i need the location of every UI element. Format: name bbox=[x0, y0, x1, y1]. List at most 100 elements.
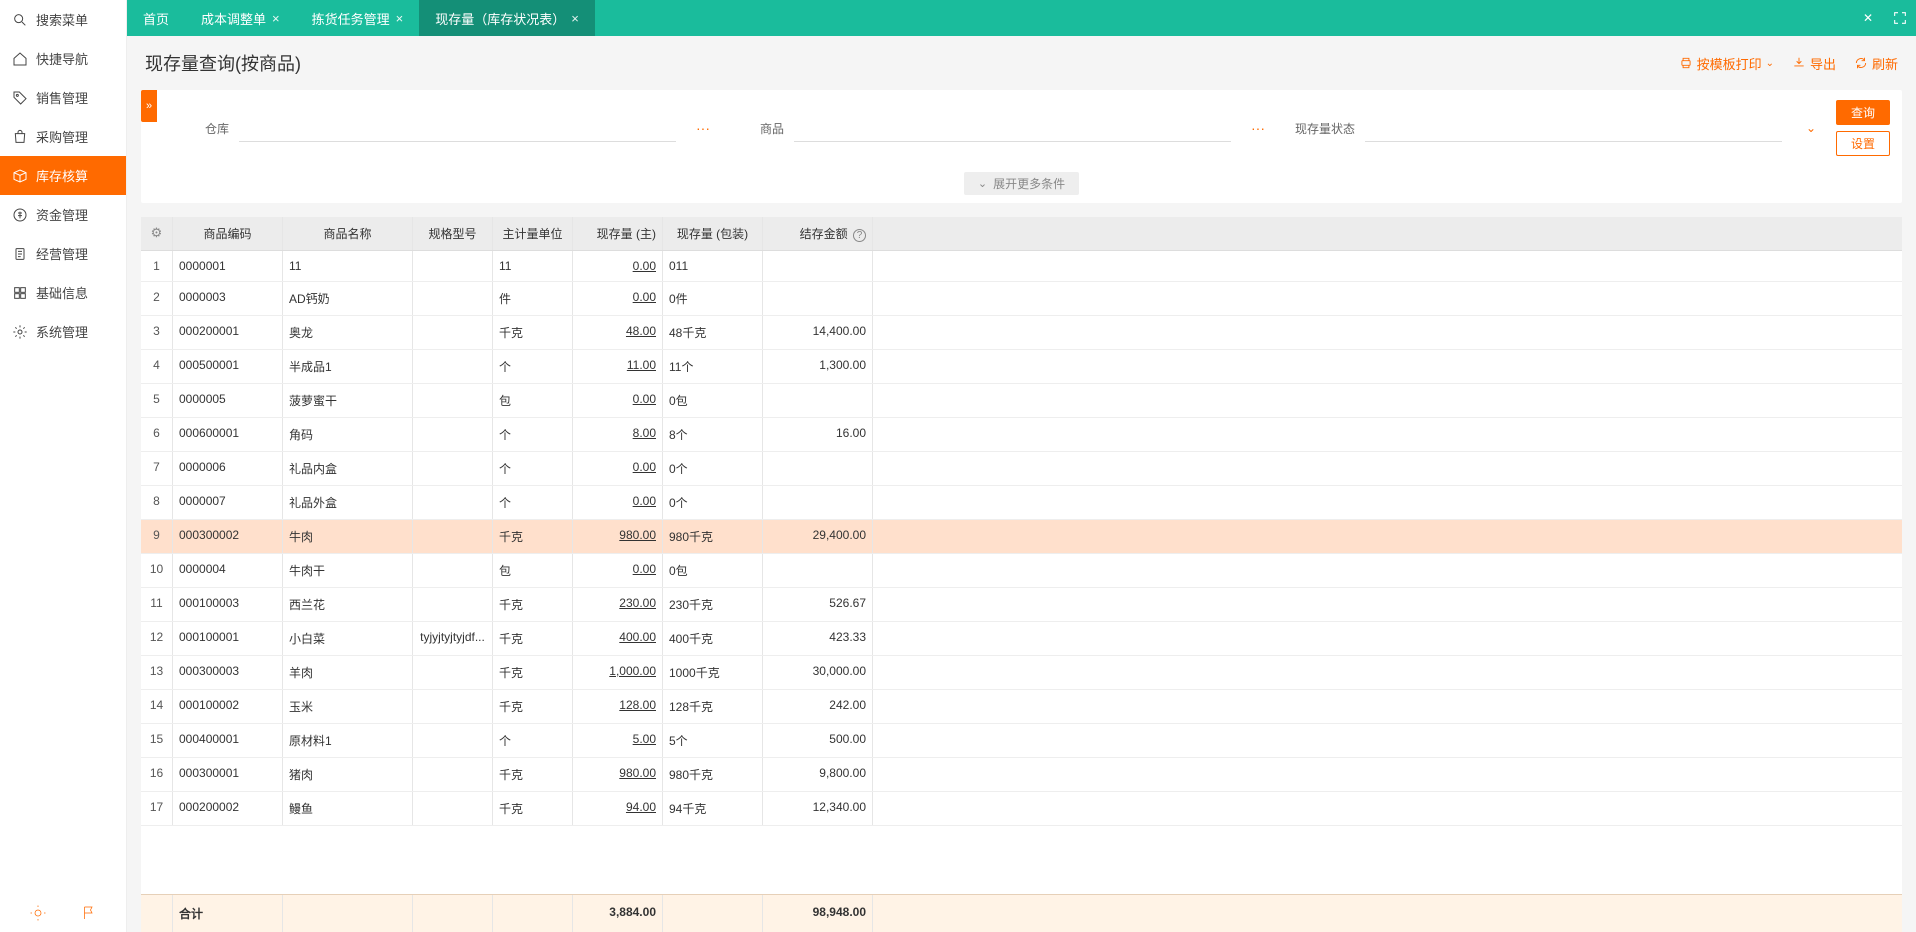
table-footer: 合计 3,884.00 98,948.00 bbox=[141, 894, 1902, 932]
action-print-template[interactable]: 按模板打印 ⌄ bbox=[1679, 54, 1774, 73]
col-pack[interactable]: 现存量 (包装) bbox=[663, 217, 763, 250]
sidebar-item-money[interactable]: 资金管理 bbox=[0, 195, 126, 234]
cell-name: 西兰花 bbox=[283, 588, 413, 621]
cell-name: 羊肉 bbox=[283, 656, 413, 689]
cell-qty[interactable]: 0.00 bbox=[573, 452, 663, 485]
cell-qty[interactable]: 0.00 bbox=[573, 554, 663, 587]
tab-close-icon[interactable]: × bbox=[396, 11, 404, 26]
col-unit[interactable]: 主计量单位 bbox=[493, 217, 573, 250]
col-qty[interactable]: 现存量 (主) bbox=[573, 217, 663, 250]
cell-code: 000100003 bbox=[173, 588, 283, 621]
table-row[interactable]: 100000004牛肉干包0.000包 bbox=[141, 554, 1902, 588]
help-icon[interactable]: ? bbox=[853, 229, 866, 242]
table-row[interactable]: 14000100002玉米千克128.00128千克242.00 bbox=[141, 690, 1902, 724]
cell-qty[interactable]: 8.00 bbox=[573, 418, 663, 451]
page-header: 现存量查询(按商品) 按模板打印 ⌄ 导出 刷新 bbox=[127, 36, 1916, 90]
cell-qty[interactable]: 128.00 bbox=[573, 690, 663, 723]
filter-warehouse-input[interactable] bbox=[239, 114, 676, 142]
table-row[interactable]: 15000400001原材料1个5.005个500.00 bbox=[141, 724, 1902, 758]
tabs-close-all[interactable]: ✕ bbox=[1852, 0, 1884, 36]
query-button[interactable]: 查询 bbox=[1836, 100, 1890, 125]
table-row[interactable]: 20000003AD钙奶件0.000件 bbox=[141, 282, 1902, 316]
cell-unit: 千克 bbox=[493, 622, 573, 655]
tab[interactable]: 首页 bbox=[127, 0, 185, 36]
sidebar-item-grid[interactable]: 基础信息 bbox=[0, 273, 126, 312]
box-icon bbox=[12, 168, 28, 184]
sidebar-item-clip[interactable]: 经营管理 bbox=[0, 234, 126, 273]
cell-spec bbox=[413, 350, 493, 383]
action-export[interactable]: 导出 bbox=[1792, 54, 1836, 73]
cell-qty[interactable]: 11.00 bbox=[573, 350, 663, 383]
action-refresh[interactable]: 刷新 bbox=[1854, 54, 1898, 73]
filter-status-dropdown[interactable]: ⌄ bbox=[1792, 121, 1830, 135]
filter-product-input[interactable] bbox=[794, 114, 1231, 142]
sidebar-item-tag[interactable]: 销售管理 bbox=[0, 78, 126, 117]
table-row[interactable]: 6000600001角码个8.008个16.00 bbox=[141, 418, 1902, 452]
expand-conditions[interactable]: ⌄ 展开更多条件 bbox=[964, 172, 1079, 195]
cell-qty[interactable]: 0.00 bbox=[573, 384, 663, 417]
cell-pack: 5个 bbox=[663, 724, 763, 757]
table-row[interactable]: 12000100001小白菜tyjyjtyjtyjdf...千克400.0040… bbox=[141, 622, 1902, 656]
filter-status-input[interactable] bbox=[1365, 114, 1782, 142]
table-row[interactable]: 80000007礼品外盒个0.000个 bbox=[141, 486, 1902, 520]
cell-spec bbox=[413, 758, 493, 791]
col-amount[interactable]: 结存金额 ? bbox=[763, 217, 873, 250]
tab[interactable]: 成本调整单× bbox=[185, 0, 296, 36]
cell-qty[interactable]: 0.00 bbox=[573, 282, 663, 315]
cell-qty[interactable]: 230.00 bbox=[573, 588, 663, 621]
filter-collapse-handle[interactable]: » bbox=[141, 90, 157, 122]
cell-code: 0000003 bbox=[173, 282, 283, 315]
cell-qty[interactable]: 1,000.00 bbox=[573, 656, 663, 689]
table-row[interactable]: 1000000111110.00011 bbox=[141, 251, 1902, 282]
tag-icon bbox=[12, 90, 28, 106]
filter-product-picker[interactable]: ··· bbox=[1241, 120, 1275, 136]
col-spec[interactable]: 规格型号 bbox=[413, 217, 493, 250]
tab-close-icon[interactable]: × bbox=[272, 11, 280, 26]
sidebar-item-search[interactable]: 搜索菜单 bbox=[0, 0, 126, 39]
cell-unit: 个 bbox=[493, 452, 573, 485]
cell-qty[interactable]: 0.00 bbox=[573, 486, 663, 519]
table-row[interactable]: 3000200001奥龙千克48.0048千克14,400.00 bbox=[141, 316, 1902, 350]
settings-button[interactable]: 设置 bbox=[1836, 131, 1890, 156]
tab-close-icon[interactable]: × bbox=[571, 11, 579, 26]
sidebar-item-home[interactable]: 快捷导航 bbox=[0, 39, 126, 78]
bottom-icon-2[interactable] bbox=[80, 904, 98, 922]
cell-spec bbox=[413, 724, 493, 757]
clip-icon bbox=[12, 246, 28, 262]
sidebar-item-box[interactable]: 库存核算 bbox=[0, 156, 126, 195]
cell-unit: 千克 bbox=[493, 316, 573, 349]
cell-qty[interactable]: 0.00 bbox=[573, 251, 663, 281]
tabs-fullscreen[interactable] bbox=[1884, 0, 1916, 36]
column-settings[interactable]: ⚙ bbox=[141, 217, 173, 250]
cell-spec bbox=[413, 282, 493, 315]
cell-unit: 包 bbox=[493, 554, 573, 587]
cell-qty[interactable]: 5.00 bbox=[573, 724, 663, 757]
tab[interactable]: 拣货任务管理× bbox=[296, 0, 420, 36]
table-row[interactable]: 11000100003西兰花千克230.00230千克526.67 bbox=[141, 588, 1902, 622]
table-row[interactable]: 17000200002鳗鱼千克94.0094千克12,340.00 bbox=[141, 792, 1902, 826]
filter-warehouse-picker[interactable]: ··· bbox=[686, 120, 720, 136]
tab[interactable]: 现存量（库存状况表）× bbox=[419, 0, 595, 36]
cell-pack: 400千克 bbox=[663, 622, 763, 655]
bottom-icon-1[interactable] bbox=[29, 904, 47, 922]
cell-code: 000100001 bbox=[173, 622, 283, 655]
table-row[interactable]: 50000005菠萝蜜干包0.000包 bbox=[141, 384, 1902, 418]
table-row[interactable]: 9000300002牛肉千克980.00980千克29,400.00 bbox=[141, 520, 1902, 554]
col-name[interactable]: 商品名称 bbox=[283, 217, 413, 250]
table-row[interactable]: 16000300001猪肉千克980.00980千克9,800.00 bbox=[141, 758, 1902, 792]
table-row[interactable]: 70000006礼品内盒个0.000个 bbox=[141, 452, 1902, 486]
cell-qty[interactable]: 400.00 bbox=[573, 622, 663, 655]
cell-qty[interactable]: 980.00 bbox=[573, 758, 663, 791]
table-row[interactable]: 4000500001半成品1个11.0011个1,300.00 bbox=[141, 350, 1902, 384]
cell-spec: tyjyjtyjtyjdf... bbox=[413, 622, 493, 655]
cell-qty[interactable]: 48.00 bbox=[573, 316, 663, 349]
footer-label: 合计 bbox=[173, 895, 283, 932]
cell-qty[interactable]: 980.00 bbox=[573, 520, 663, 553]
cell-qty[interactable]: 94.00 bbox=[573, 792, 663, 825]
col-code[interactable]: 商品编码 bbox=[173, 217, 283, 250]
sidebar-item-bag[interactable]: 采购管理 bbox=[0, 117, 126, 156]
table-row[interactable]: 13000300003羊肉千克1,000.001000千克30,000.00 bbox=[141, 656, 1902, 690]
cell-spec bbox=[413, 656, 493, 689]
cell-amount: 423.33 bbox=[763, 622, 873, 655]
sidebar-item-gear[interactable]: 系统管理 bbox=[0, 312, 126, 351]
